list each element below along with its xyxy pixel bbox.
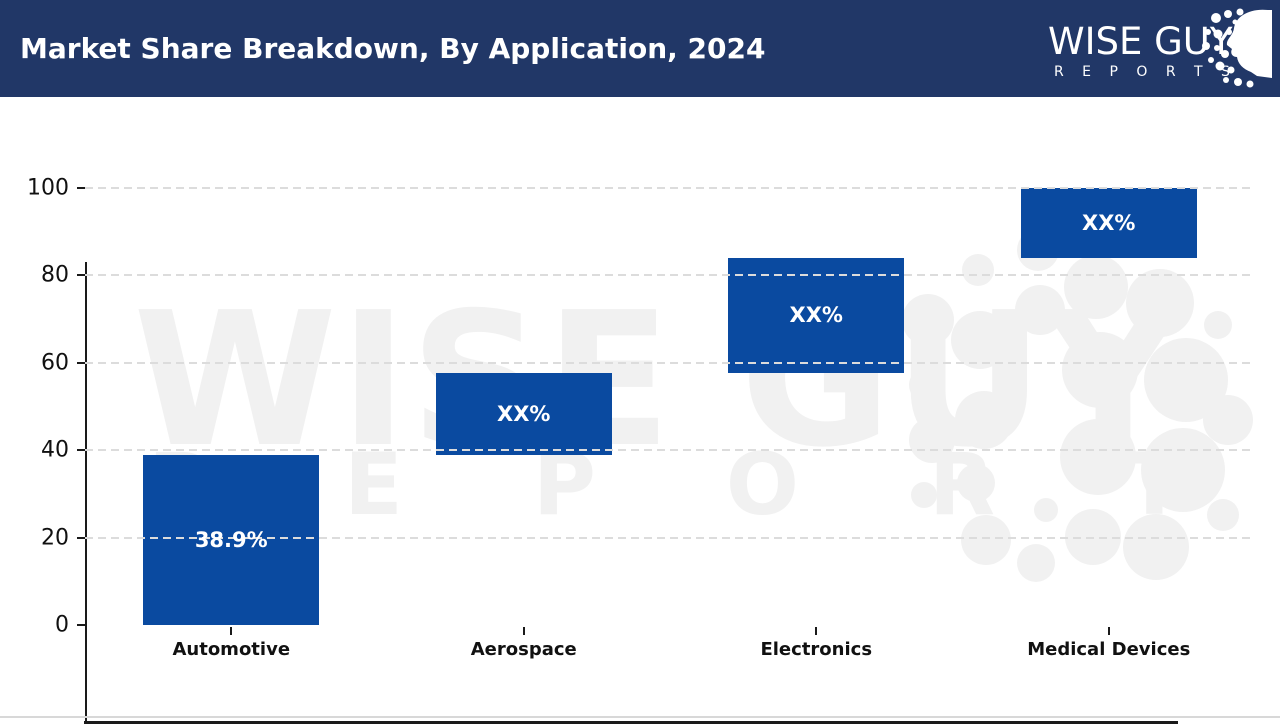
y-tick-40 bbox=[77, 449, 85, 451]
x-tick-2 bbox=[815, 627, 818, 635]
x-category-label: Electronics bbox=[760, 639, 873, 660]
bottom-divider bbox=[0, 716, 1280, 718]
y-tick-label-20: 20 bbox=[41, 525, 69, 550]
x-tick-1 bbox=[522, 627, 525, 635]
bar-value-label: XX% bbox=[789, 303, 843, 328]
header-bar: Market Share Breakdown, By Application, … bbox=[0, 0, 1280, 97]
x-category-label: Automotive bbox=[172, 639, 291, 660]
bar-aerospace bbox=[435, 373, 612, 455]
y-tick-label-100: 100 bbox=[27, 175, 69, 200]
x-category-label: Aerospace bbox=[470, 639, 577, 660]
gridline-80 bbox=[85, 274, 1255, 276]
x-tick-3 bbox=[1107, 627, 1110, 635]
logo-wordmark: WISE GUY bbox=[1048, 20, 1233, 63]
y-tick-label-80: 80 bbox=[41, 262, 69, 288]
gridline-100 bbox=[85, 186, 1255, 189]
y-tick-label-60: 60 bbox=[41, 350, 69, 375]
y-tick-label-40: 40 bbox=[41, 437, 69, 463]
y-tick-20 bbox=[77, 536, 85, 539]
bar-automotive bbox=[143, 454, 320, 625]
y-tick-80 bbox=[77, 274, 85, 276]
logo-subtext: R E P O R T S bbox=[1054, 64, 1237, 80]
gridline-20 bbox=[85, 536, 1255, 539]
gridline-60 bbox=[85, 361, 1255, 364]
bar-value-label: XX% bbox=[1082, 210, 1136, 235]
logo-face-icon bbox=[1202, 8, 1272, 88]
y-tick-100 bbox=[77, 186, 85, 189]
y-axis-line bbox=[85, 262, 87, 724]
x-category-label: Medical Devices bbox=[1027, 639, 1191, 660]
chart-area: WISE GUY R E P O R T S 02040608010038.9%… bbox=[0, 97, 1280, 724]
bar-value-label: XX% bbox=[497, 401, 551, 426]
watermark-face-dots bbox=[888, 225, 1253, 589]
y-tick-0 bbox=[77, 624, 85, 626]
gridline-40 bbox=[85, 449, 1255, 451]
wise-guy-logo: WISE GUY R E P O R T S bbox=[1010, 6, 1272, 92]
y-tick-label-0: 0 bbox=[55, 612, 69, 638]
bar-electronics bbox=[728, 257, 905, 373]
y-tick-60 bbox=[77, 361, 85, 364]
x-tick-0 bbox=[230, 627, 233, 635]
bar-value-label: 38.9% bbox=[194, 527, 268, 552]
chart-title: Market Share Breakdown, By Application, … bbox=[20, 32, 766, 65]
